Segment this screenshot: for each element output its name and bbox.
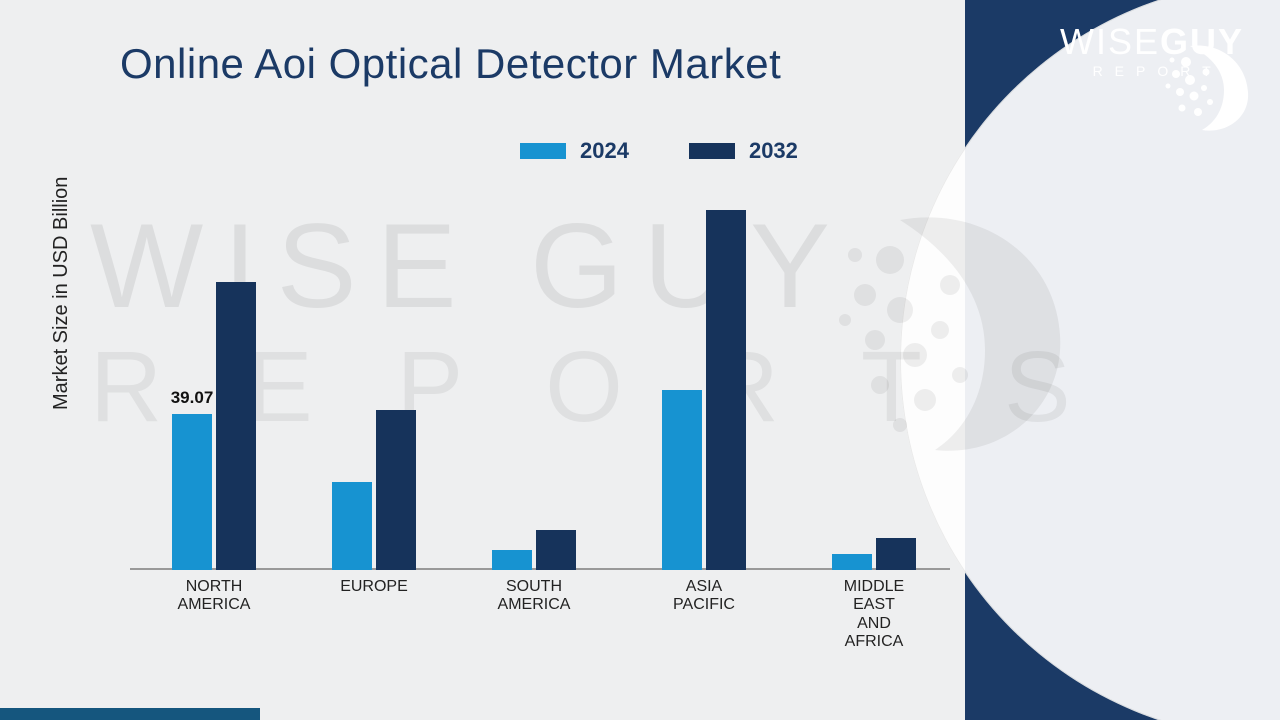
bar-2032 xyxy=(376,410,416,570)
chart-legend: 2024 2032 xyxy=(520,138,798,164)
brand-head-icon xyxy=(1160,42,1250,132)
bottom-accent-bar xyxy=(0,708,260,720)
bar-2024 xyxy=(662,390,702,570)
chart-title: Online Aoi Optical Detector Market xyxy=(120,40,781,88)
category-label: MIDDLEEASTANDAFRICA xyxy=(809,578,939,652)
bar-2032 xyxy=(536,530,576,570)
chart-area: Market Size in USD Billion 2024 2032 NOR… xyxy=(60,130,960,690)
plot-region: NORTHAMERICA EUROPE SOUTHAMERICA ASIAPACIFI… xyxy=(130,170,950,570)
brand-logo: WISEGUY REPORTS xyxy=(1060,24,1244,78)
bar-group: ASIAPACIFIC xyxy=(660,210,748,570)
category-label: NORTHAMERICA xyxy=(149,578,279,615)
category-label: EUROPE xyxy=(309,578,439,596)
bar-2024 xyxy=(492,550,532,570)
bar-2032 xyxy=(876,538,916,570)
legend-swatch-2032 xyxy=(689,143,735,159)
bar-group: SOUTHAMERICA xyxy=(490,530,578,570)
legend-item-2032: 2032 xyxy=(689,138,798,164)
legend-swatch-2024 xyxy=(520,143,566,159)
bar-2032 xyxy=(706,210,746,570)
bar-2024 xyxy=(332,482,372,570)
bar-group: MIDDLEEASTANDAFRICA xyxy=(830,538,918,570)
bar-2032 xyxy=(216,282,256,570)
category-label: ASIAPACIFIC xyxy=(639,578,769,615)
legend-label-2024: 2024 xyxy=(580,138,629,164)
bar-group: EUROPE xyxy=(330,410,418,570)
bar-2024 xyxy=(832,554,872,570)
brand-word-wise: WISE xyxy=(1060,21,1160,62)
category-label: SOUTHAMERICA xyxy=(469,578,599,615)
bar-2024 xyxy=(172,414,212,570)
bar-group: NORTHAMERICA xyxy=(170,282,258,570)
bar-value-label: 39.07 xyxy=(171,388,214,408)
y-axis-label: Market Size in USD Billion xyxy=(50,177,73,410)
legend-label-2032: 2032 xyxy=(749,138,798,164)
legend-item-2024: 2024 xyxy=(520,138,629,164)
page-root: WISE GUY R E P O R T S Online Aoi Optica… xyxy=(0,0,1280,720)
